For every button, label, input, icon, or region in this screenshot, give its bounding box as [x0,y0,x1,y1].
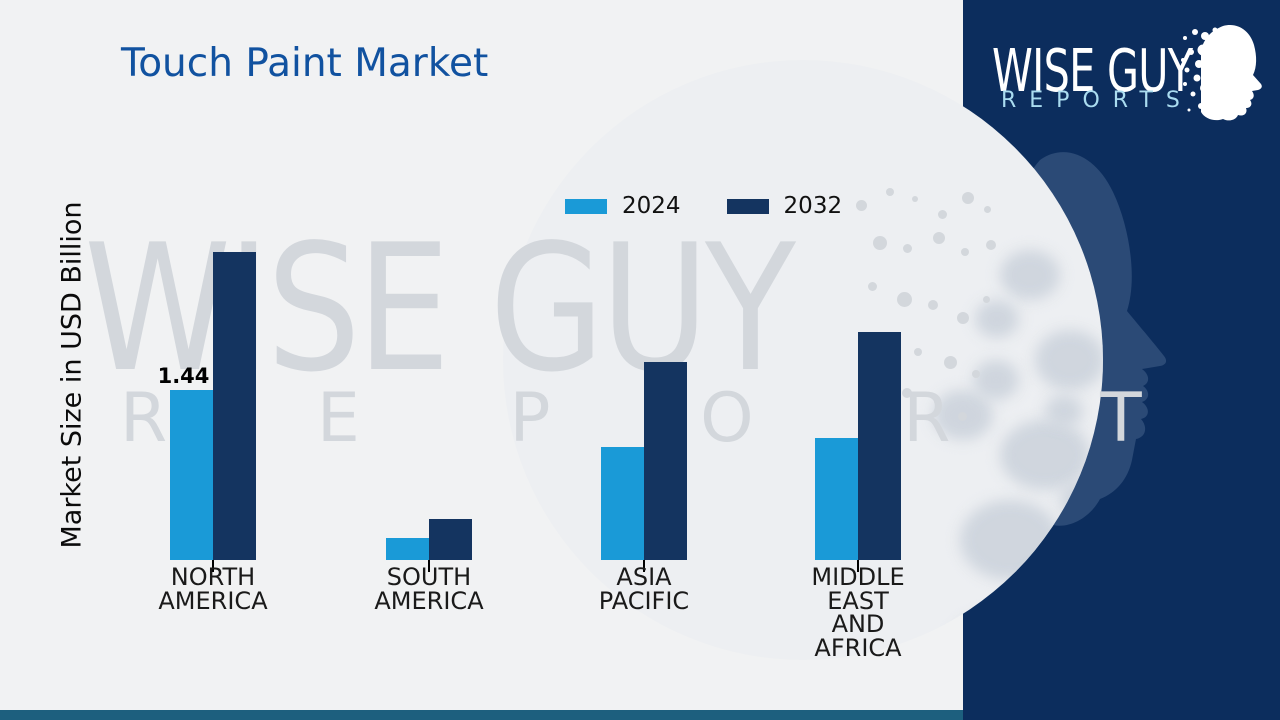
watermark-dot [897,292,912,307]
legend-label-2024: 2024 [622,193,681,219]
logo-dot [1193,74,1201,82]
legend-label-2032: 2032 [783,193,843,219]
logo-dot [1190,91,1196,97]
page-title: Touch Paint Market [121,41,489,86]
axis-tick [428,560,430,572]
watermark-dot [934,398,941,405]
watermark-dot [944,356,957,369]
bar-2024-north-america [170,390,213,560]
logo-dot [1183,82,1187,86]
watermark-dot [986,240,996,250]
bar-2032-south-america [429,519,472,560]
logo-dot [1187,108,1191,112]
brain-blob [950,610,1070,660]
brain-blob [1020,560,1100,620]
watermark-dot [938,210,947,219]
watermark-dot [933,232,945,244]
watermark-dot [912,196,918,202]
legend-swatch-2032 [726,198,769,214]
logo-dot [1197,44,1209,56]
footer-bar [0,710,963,720]
legend-item-2032: 2032 [726,193,843,219]
watermark-dot [984,206,991,213]
watermark-dot [958,412,967,421]
watermark-reports: R E P O R T S [120,379,1280,458]
watermark-dot [886,188,894,196]
axis-tick [857,560,859,572]
logo-dot [1203,66,1215,78]
logo-dot [1188,49,1194,55]
watermark-dot [983,296,990,303]
logo-dot [1208,37,1218,47]
watermark-dot [902,388,912,398]
bar-2024-asia-pacific [601,447,644,560]
brain-blob [1000,250,1060,300]
bar-2024-middle-east-and-africa [815,438,858,560]
watermark-dot [873,236,887,250]
category-label-asia-pacific: ASIA PACIFIC [598,563,690,615]
legend-item-2024: 2024 [565,193,681,219]
logo-dot [1198,103,1204,109]
logo-dot [1183,36,1187,40]
watermark-dot [961,248,969,256]
logo-dot [1195,60,1203,68]
watermark-dot [928,300,938,310]
brain-blob [1035,330,1103,390]
logo-dot [1219,42,1223,46]
logo-dot [1205,50,1217,62]
bar-2032-middle-east-and-africa [858,332,901,560]
brain-blob [1000,420,1090,490]
logo-face-icon [1181,25,1262,121]
logo-dot [1212,27,1218,33]
logo-dot [1214,83,1220,89]
brain-blob [1045,395,1083,427]
watermark-dot [972,370,980,378]
bar-2032-asia-pacific [644,362,687,560]
bar-2024-south-america [386,538,429,560]
category-label-middle-east-and-africa: MIDDLE EAST AND AFRICA [811,563,905,662]
legend: 2024 2032 [565,193,842,219]
logo-dot [1200,83,1210,93]
axis-tick [643,560,645,572]
watermark-dot [957,312,969,324]
logo-dot [1184,67,1190,73]
bar-2032-north-america [213,252,256,560]
category-label-south-america: SOUTH AMERICA [374,563,484,615]
brain-blob [1060,480,1103,520]
logo-dot [1181,58,1185,62]
watermark-dot [903,244,912,253]
watermark-dot [856,200,867,211]
watermark-dot [914,348,922,356]
logo-reports: REPORTS [1001,88,1193,113]
brain-blob [973,360,1019,400]
logo-wordmark: WISE GUY [992,36,1193,105]
logo-dot [1216,61,1222,67]
logo-dot [1209,96,1217,104]
logo-dot [1192,29,1198,35]
logo-dot [1201,32,1209,40]
watermark-dot [962,192,974,204]
bar-value-label: 1.44 [157,364,210,388]
watermark-dot [868,282,877,291]
category-label-north-america: NORTH AMERICA [158,563,268,615]
decor-circle [503,60,1103,660]
brain-blob [975,300,1019,338]
axis-tick [212,560,214,572]
legend-swatch-2024 [565,198,607,214]
